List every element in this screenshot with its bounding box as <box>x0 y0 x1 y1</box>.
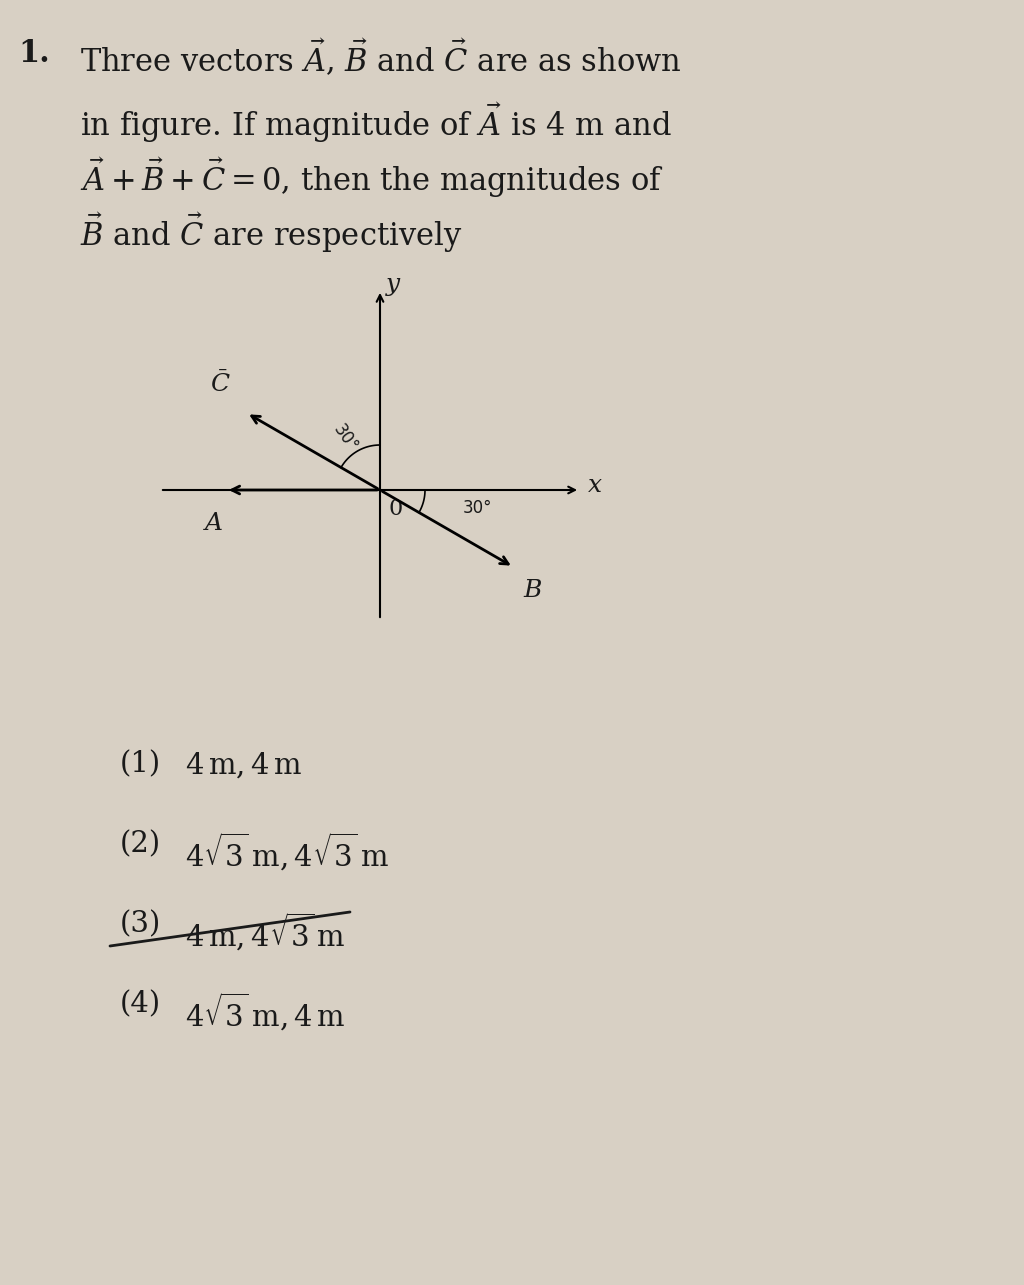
Text: 0: 0 <box>388 499 402 520</box>
Text: (1): (1) <box>120 750 161 777</box>
Text: in figure. If magnitude of $\vec{A}$ is 4 m and: in figure. If magnitude of $\vec{A}$ is … <box>80 100 672 145</box>
Text: (3): (3) <box>120 910 161 938</box>
Text: $4\,\mathrm{m}, 4\sqrt{3}\,\mathrm{m}$: $4\,\mathrm{m}, 4\sqrt{3}\,\mathrm{m}$ <box>185 910 346 952</box>
Text: Three vectors $\vec{A}$, $\vec{B}$ and $\vec{C}$ are as shown: Three vectors $\vec{A}$, $\vec{B}$ and $… <box>80 39 682 80</box>
Text: B: B <box>523 580 542 601</box>
Text: (4): (4) <box>120 989 161 1018</box>
Text: x: x <box>588 473 602 496</box>
Text: $4\sqrt{3}\,\mathrm{m}, 4\,\mathrm{m}$: $4\sqrt{3}\,\mathrm{m}, 4\,\mathrm{m}$ <box>185 989 346 1033</box>
Text: A: A <box>205 511 223 535</box>
Text: 30°: 30° <box>329 420 360 455</box>
Text: 30°: 30° <box>463 499 493 517</box>
Text: (2): (2) <box>120 830 161 858</box>
Text: $4\sqrt{3}\,\mathrm{m}, 4\sqrt{3}\,\mathrm{m}$: $4\sqrt{3}\,\mathrm{m}, 4\sqrt{3}\,\math… <box>185 830 389 873</box>
Text: 1.: 1. <box>18 39 50 69</box>
Text: $\vec{B}$ and $\vec{C}$ are respectively: $\vec{B}$ and $\vec{C}$ are respectively <box>80 209 462 254</box>
Text: y: y <box>386 274 400 297</box>
Text: $\bar{C}$: $\bar{C}$ <box>210 370 230 397</box>
Text: $4\,\mathrm{m}, 4\,\mathrm{m}$: $4\,\mathrm{m}, 4\,\mathrm{m}$ <box>185 750 302 780</box>
Text: $\vec{A}+\vec{B}+\vec{C}=0$, then the magnitudes of: $\vec{A}+\vec{B}+\vec{C}=0$, then the ma… <box>80 155 664 199</box>
